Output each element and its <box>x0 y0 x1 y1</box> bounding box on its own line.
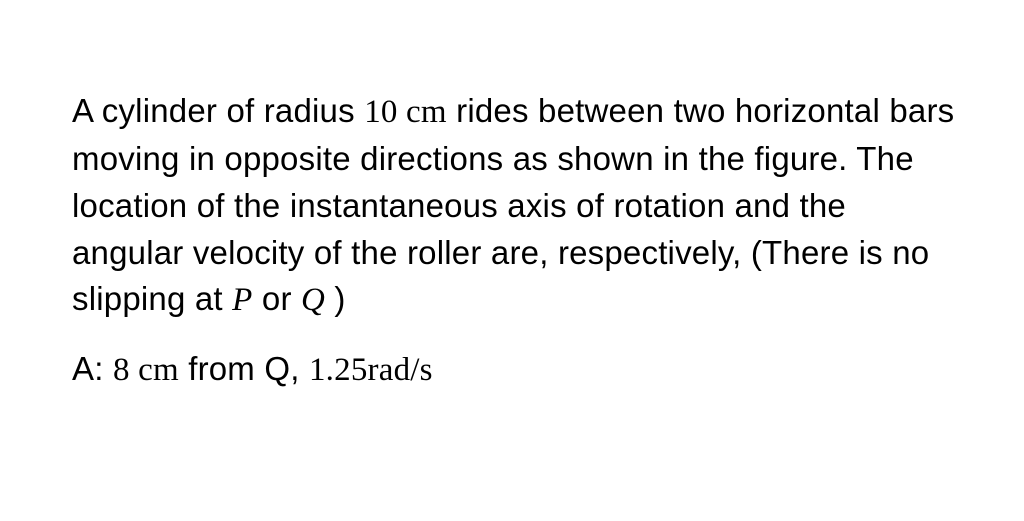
text-segment: from Q, <box>179 350 309 387</box>
math-variable-q: Q <box>301 282 325 318</box>
text-segment: or <box>253 280 301 317</box>
answer-label: A: <box>72 350 113 387</box>
answer-distance: 8 cm <box>113 352 179 388</box>
answer-option-a: A: 8 cm from Q, 1.25rad/s <box>72 346 960 394</box>
page-content: A cylinder of radius 10 cm rides between… <box>0 0 1024 394</box>
question-text: A cylinder of radius 10 cm rides between… <box>72 88 960 324</box>
answer-rate: 1.25rad/s <box>309 352 433 388</box>
math-variable-p: P <box>232 282 252 318</box>
text-segment: A cylinder of radius <box>72 92 364 129</box>
math-radius: 10 cm <box>364 94 447 130</box>
text-segment: ) <box>325 280 346 317</box>
